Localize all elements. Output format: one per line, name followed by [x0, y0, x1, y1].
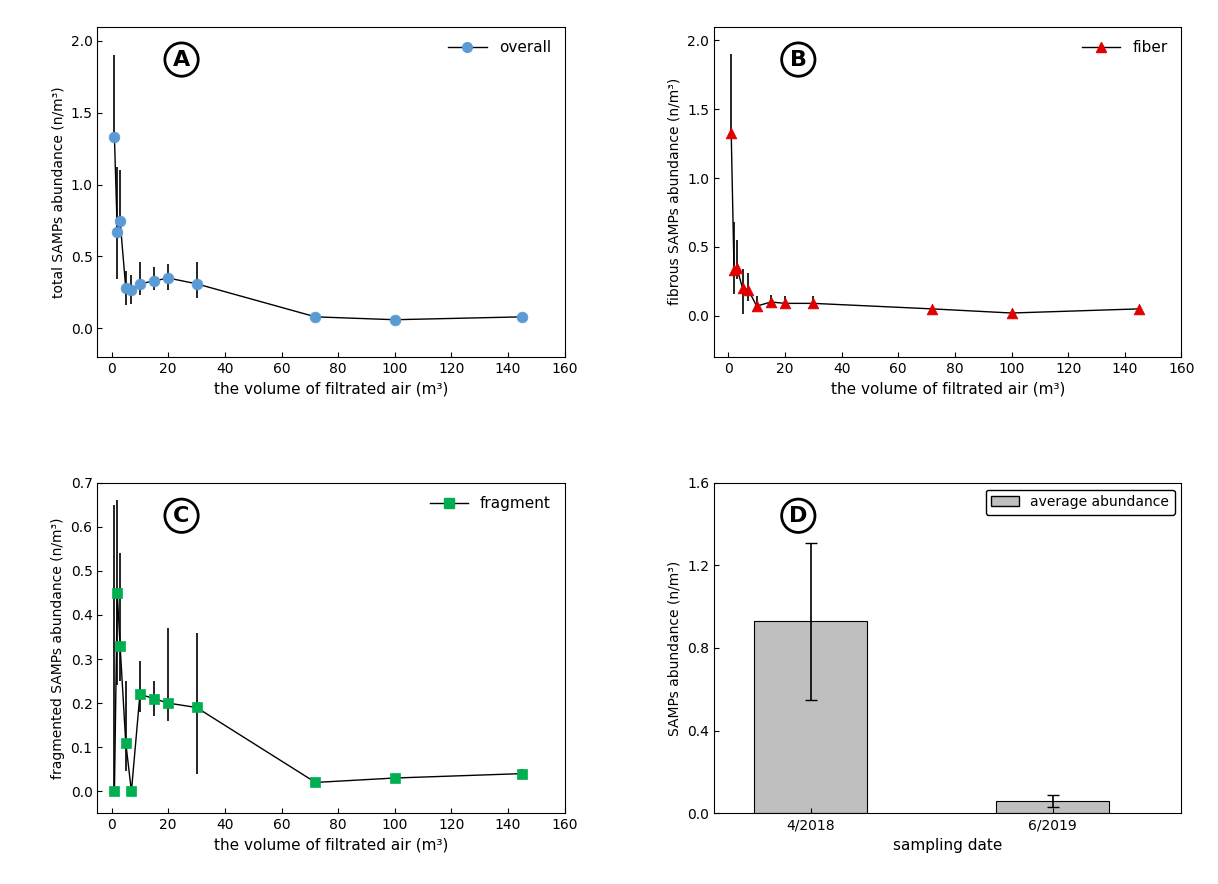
Point: [144, 274, 163, 288]
Point: [130, 687, 150, 701]
Point: [107, 225, 127, 239]
Point: [306, 775, 325, 789]
Text: D: D: [789, 506, 808, 526]
Point: [513, 766, 532, 781]
Point: [725, 263, 744, 278]
Y-axis label: SAMPs abundance (n/m³): SAMPs abundance (n/m³): [667, 560, 682, 735]
Point: [105, 130, 124, 144]
Point: [1002, 306, 1022, 320]
X-axis label: sampling date: sampling date: [893, 838, 1002, 853]
Point: [733, 281, 753, 295]
Legend: overall: overall: [442, 34, 557, 61]
Legend: fiber: fiber: [1075, 34, 1174, 61]
X-axis label: the volume of filtrated air (m³): the volume of filtrated air (m³): [214, 382, 448, 397]
Point: [804, 296, 823, 310]
Point: [158, 696, 178, 710]
Point: [186, 277, 206, 291]
Point: [306, 309, 325, 324]
Text: C: C: [173, 506, 190, 526]
Point: [130, 277, 150, 291]
Point: [1129, 301, 1149, 316]
Point: [721, 126, 741, 140]
Point: [727, 261, 747, 275]
Point: [922, 301, 942, 316]
Point: [107, 586, 127, 600]
Point: [111, 213, 130, 227]
Point: [761, 295, 781, 309]
Point: [122, 283, 141, 297]
Point: [105, 784, 124, 798]
Point: [747, 299, 766, 313]
Point: [144, 691, 163, 705]
Text: A: A: [173, 50, 190, 70]
Point: [385, 771, 404, 785]
Point: [776, 296, 795, 310]
Y-axis label: total SAMPs abundance (n/m³): total SAMPs abundance (n/m³): [51, 86, 65, 298]
Legend: average abundance: average abundance: [985, 490, 1174, 514]
Point: [158, 271, 178, 286]
Text: B: B: [789, 50, 806, 70]
Point: [738, 283, 758, 297]
Point: [116, 735, 135, 750]
X-axis label: the volume of filtrated air (m³): the volume of filtrated air (m³): [214, 838, 448, 853]
Point: [186, 700, 206, 714]
Point: [513, 309, 532, 324]
X-axis label: the volume of filtrated air (m³): the volume of filtrated air (m³): [831, 382, 1065, 397]
Bar: [996, 801, 1108, 813]
Legend: fragment: fragment: [424, 491, 557, 517]
Point: [111, 639, 130, 653]
Y-axis label: fragmented SAMPs abundance (n/m³): fragmented SAMPs abundance (n/m³): [51, 517, 65, 779]
Bar: [754, 621, 867, 813]
Y-axis label: fibrous SAMPs abundance (n/m³): fibrous SAMPs abundance (n/m³): [667, 78, 682, 306]
Point: [385, 313, 404, 327]
Point: [116, 281, 135, 295]
Point: [122, 784, 141, 798]
